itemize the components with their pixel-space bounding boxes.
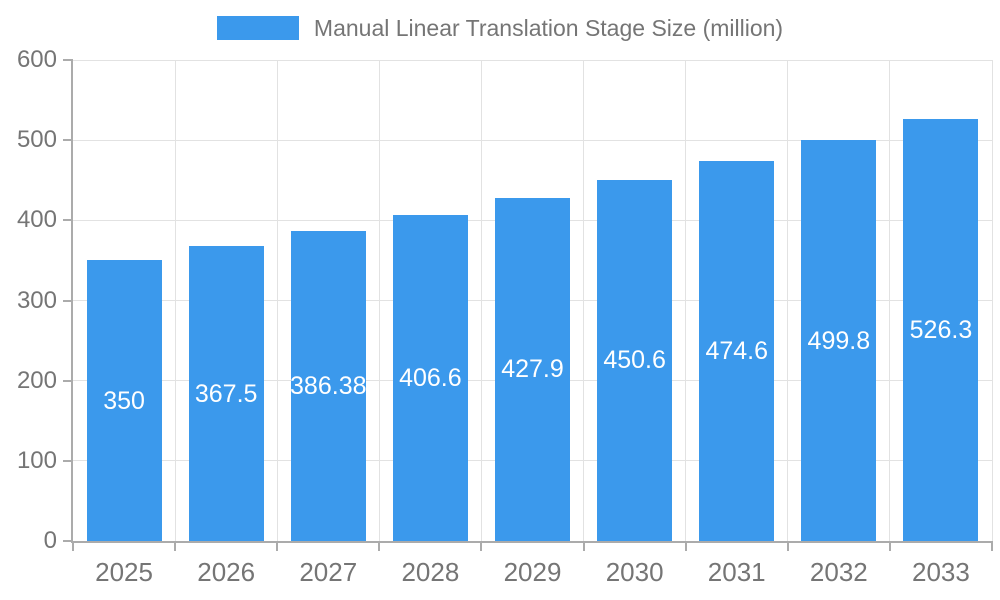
y-tick-label: 400 [16, 206, 57, 234]
x-tick [174, 541, 177, 551]
bar-value-label: 386.38 [290, 372, 367, 401]
legend-item[interactable]: Manual Linear Translation Stage Size (mi… [0, 14, 1000, 42]
x-tick [378, 541, 381, 551]
v-gridline [787, 60, 789, 541]
x-tick [276, 541, 279, 551]
bar[interactable] [495, 197, 570, 541]
bar-value-label: 499.8 [807, 326, 871, 355]
x-tick [684, 541, 687, 551]
v-gridline [991, 60, 993, 541]
y-tick-label: 300 [16, 286, 57, 314]
x-axis-line [71, 541, 992, 543]
y-tick [63, 59, 73, 61]
y-tick [63, 219, 73, 222]
y-axis-line [71, 60, 73, 543]
bar-value-label: 427.9 [501, 355, 564, 384]
y-tick [63, 379, 73, 382]
legend-swatch [216, 16, 299, 40]
x-tick [72, 541, 74, 551]
x-tick-label: 2026 [197, 557, 256, 587]
x-tick [888, 541, 891, 551]
x-tick-label: 2033 [912, 557, 970, 587]
y-tick-label: 0 [43, 527, 57, 554]
legend-label: Manual Linear Translation Stage Size (mi… [313, 15, 784, 41]
v-gridline [480, 60, 482, 541]
bar[interactable] [392, 215, 468, 541]
h-gridline [73, 139, 992, 141]
x-tick [582, 541, 585, 551]
v-gridline [174, 60, 176, 541]
bar[interactable] [801, 140, 877, 541]
x-tick-label: 2027 [299, 557, 358, 587]
y-tick [63, 299, 73, 302]
y-tick-label: 200 [16, 366, 57, 394]
bar[interactable] [597, 179, 673, 541]
v-gridline [685, 60, 687, 541]
bar[interactable] [86, 260, 162, 541]
bar[interactable] [290, 231, 366, 541]
bar-value-label: 526.3 [909, 316, 973, 345]
y-tick-label: 500 [16, 126, 57, 154]
y-tick-label: 600 [16, 46, 57, 73]
bar-value-label: 406.6 [399, 364, 462, 393]
y-tick-label: 100 [16, 446, 57, 474]
x-tick-label: 2032 [809, 557, 868, 587]
y-tick [63, 540, 73, 542]
v-gridline [378, 60, 380, 541]
x-tick [480, 541, 483, 551]
bar-value-label: 367.5 [194, 379, 258, 408]
y-tick [63, 459, 73, 462]
x-tick-label: 2028 [401, 557, 460, 587]
x-tick-label: 2029 [503, 557, 562, 587]
x-tick-label: 2030 [605, 557, 664, 587]
bar[interactable] [903, 119, 979, 541]
bar[interactable] [188, 246, 264, 541]
y-tick [63, 139, 73, 142]
v-gridline [276, 60, 278, 541]
v-gridline [583, 60, 585, 541]
x-tick-label: 2031 [707, 557, 766, 587]
v-gridline [889, 60, 891, 541]
x-tick [786, 541, 789, 551]
bar-value-label: 450.6 [603, 346, 666, 375]
h-gridline [73, 59, 992, 61]
x-tick-label: 2025 [95, 557, 153, 587]
bar[interactable] [699, 160, 775, 541]
bar-value-label: 474.6 [705, 336, 768, 365]
x-tick [991, 541, 993, 551]
bar-value-label: 350 [103, 386, 145, 415]
